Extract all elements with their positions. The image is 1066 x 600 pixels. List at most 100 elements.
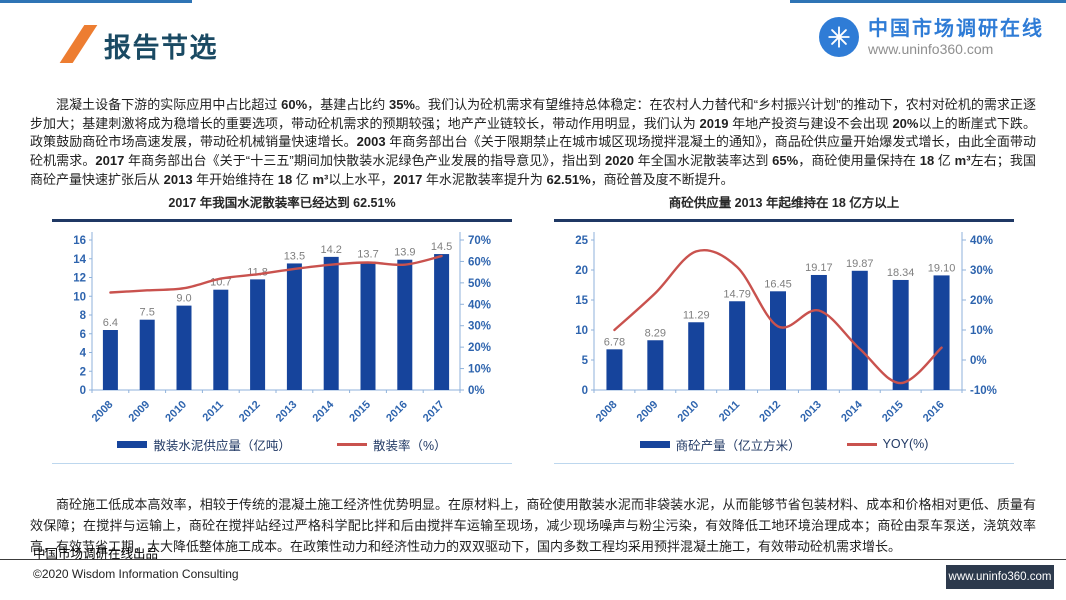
analysis-paragraph: 商砼施工低成本高效率，相较于传统的混凝土施工经济性优势明显。在原材料上，商砼使用… bbox=[30, 497, 1036, 554]
brand-block: 中国市场调研在线 www.uninfo360.com bbox=[819, 17, 1044, 57]
top-accent-bar-left bbox=[0, 0, 192, 3]
bars bbox=[102, 254, 450, 390]
svg-text:0%: 0% bbox=[468, 385, 485, 397]
svg-text:2009: 2009 bbox=[635, 399, 661, 425]
svg-text:19.10: 19.10 bbox=[928, 262, 956, 274]
svg-text:8.29: 8.29 bbox=[645, 327, 666, 339]
svg-text:14.2: 14.2 bbox=[320, 244, 341, 256]
svg-text:30%: 30% bbox=[468, 321, 491, 333]
legend-label: 散装率（%） bbox=[372, 438, 447, 453]
left-axis-labels: 0 5 10 15 20 25 bbox=[575, 235, 588, 397]
svg-text:2010: 2010 bbox=[163, 399, 189, 425]
svg-text:15: 15 bbox=[575, 295, 588, 307]
chart-legend: 散装水泥供应量（亿吨） 散装率（%） bbox=[52, 434, 512, 454]
svg-text:6.4: 6.4 bbox=[103, 317, 118, 329]
svg-text:30%: 30% bbox=[970, 265, 993, 277]
svg-text:16: 16 bbox=[73, 235, 86, 247]
svg-text:2008: 2008 bbox=[90, 399, 116, 425]
svg-text:2013: 2013 bbox=[798, 399, 824, 425]
legend-line-swatch bbox=[336, 442, 367, 446]
bar-value-labels: 6.47.59.010.711.813.514.2 13.7 13.9 14.5 bbox=[103, 241, 453, 329]
legend-item: 散装水泥供应量（亿吨） bbox=[117, 435, 291, 454]
svg-text:10%: 10% bbox=[970, 325, 993, 337]
right-axis-labels: 0% 10% 20% 30% 40% 50% 60% 70% bbox=[468, 235, 491, 397]
svg-text:60%: 60% bbox=[468, 256, 491, 268]
chart-bulk-cement: 2017 年我国水泥散装率已经达到 62.51% 0 2 4 6 8 10 12 14 16 0%… bbox=[52, 192, 512, 464]
svg-text:2014: 2014 bbox=[839, 398, 865, 424]
svg-text:10%: 10% bbox=[468, 364, 491, 376]
svg-text:40%: 40% bbox=[970, 235, 993, 247]
svg-text:2: 2 bbox=[80, 366, 86, 378]
svg-text:0: 0 bbox=[582, 385, 588, 397]
slash-accent-icon bbox=[59, 25, 98, 63]
legend-bar-swatch bbox=[117, 440, 148, 448]
svg-text:2012: 2012 bbox=[237, 399, 263, 425]
svg-text:2016: 2016 bbox=[384, 399, 410, 425]
concrete-output-combo-chart: 0 5 10 15 20 25 -10% 0% 10% 20% 30% 40% 6.78 8.29 11.2… bbox=[575, 232, 997, 424]
footer-site-link[interactable]: www.uninfo360.com bbox=[946, 565, 1054, 589]
svg-text:25: 25 bbox=[575, 235, 588, 247]
brand-logo bbox=[819, 17, 859, 57]
svg-text:19.87: 19.87 bbox=[846, 258, 874, 270]
trend-line bbox=[613, 249, 943, 385]
brand-name: 中国市场调研在线 bbox=[868, 18, 1044, 40]
footer-copyright: ©2020 Wisdom Information Consulting bbox=[33, 567, 239, 581]
svg-text:14.5: 14.5 bbox=[431, 241, 452, 253]
chart-title: 2017 年我国水泥散装率已经达到 62.51% bbox=[168, 196, 396, 210]
svg-text:4: 4 bbox=[80, 348, 87, 360]
svg-text:2010: 2010 bbox=[676, 399, 702, 425]
legend-label: YOY(%) bbox=[882, 437, 929, 451]
chart-top-rule bbox=[554, 219, 1014, 222]
legend-bar-swatch bbox=[639, 440, 670, 448]
left-axis-labels: 0 2 4 6 8 10 12 14 16 bbox=[73, 235, 86, 397]
legend-item: 商砼产量（亿立方米） bbox=[639, 435, 801, 454]
legend-label: 散装水泥供应量（亿吨） bbox=[153, 438, 291, 453]
svg-text:40%: 40% bbox=[468, 299, 491, 311]
svg-text:13.9: 13.9 bbox=[394, 247, 415, 259]
chart-top-rule bbox=[52, 219, 512, 222]
svg-text:13.5: 13.5 bbox=[284, 250, 305, 262]
chart-bottom-rule bbox=[554, 463, 1014, 464]
right-axis-labels: -10% 0% 10% 20% 30% 40% bbox=[970, 235, 997, 397]
legend-label: 商砼产量（亿立方米） bbox=[675, 438, 801, 453]
svg-text:12: 12 bbox=[73, 273, 86, 285]
svg-text:20%: 20% bbox=[468, 342, 491, 354]
svg-text:2011: 2011 bbox=[717, 399, 742, 424]
svg-text:20: 20 bbox=[575, 265, 588, 277]
svg-text:9.0: 9.0 bbox=[176, 293, 191, 305]
svg-text:19.17: 19.17 bbox=[805, 262, 833, 274]
bar-value-labels: 6.78 8.29 11.29 14.79 16.45 19.17 19.87 18.34 19… bbox=[604, 258, 956, 349]
svg-text:2015: 2015 bbox=[347, 399, 373, 425]
x-axis-labels: 2008 2009 2010 2011 2012 2013 2014 2015 2016 2017 bbox=[90, 398, 447, 424]
svg-text:2008: 2008 bbox=[594, 399, 620, 425]
svg-text:18.34: 18.34 bbox=[887, 267, 915, 279]
chart-legend: 商砼产量（亿立方米） YOY(%) bbox=[554, 434, 1014, 454]
svg-text:0: 0 bbox=[80, 385, 86, 397]
chart-title: 商砼供应量 2013 年起维持在 18 亿方以上 bbox=[668, 196, 900, 210]
bulk-cement-combo-chart: 0 2 4 6 8 10 12 14 16 0% 10% 20% 30% 40% 50% 60% 70% 6.4 7… bbox=[73, 232, 491, 424]
chart-bottom-rule bbox=[52, 463, 512, 464]
svg-text:13.7: 13.7 bbox=[357, 249, 378, 261]
x-axis-labels: 2008 2009 2010 2011 2012 2013 2014 2015 2016 bbox=[594, 398, 947, 424]
brand-url-link[interactable]: www.uninfo360.com bbox=[868, 41, 994, 57]
svg-text:14: 14 bbox=[73, 254, 86, 266]
chart-concrete-output: 商砼供应量 2013 年起维持在 18 亿方以上 0 5 10 15 20 25 -10% 0… bbox=[554, 192, 1014, 464]
svg-text:2017: 2017 bbox=[421, 399, 447, 425]
svg-text:11.29: 11.29 bbox=[683, 309, 710, 321]
svg-text:2009: 2009 bbox=[127, 399, 153, 425]
legend-item: 散装率（%） bbox=[336, 435, 447, 454]
svg-text:2011: 2011 bbox=[201, 399, 226, 424]
svg-text:6: 6 bbox=[80, 329, 86, 341]
svg-text:14.79: 14.79 bbox=[723, 288, 751, 300]
svg-text:6.78: 6.78 bbox=[604, 336, 625, 348]
intro-paragraph: 混凝土设备下游的实际应用中占比超过 60%，基建占比约 35%。我们认为砼机需求… bbox=[30, 97, 1036, 187]
legend-item: YOY(%) bbox=[846, 437, 929, 451]
svg-text:0%: 0% bbox=[970, 355, 987, 367]
svg-text:20%: 20% bbox=[970, 295, 993, 307]
svg-text:5: 5 bbox=[582, 355, 589, 367]
svg-text:16.45: 16.45 bbox=[764, 278, 792, 290]
snowflake-compass-icon bbox=[828, 26, 850, 48]
svg-text:10: 10 bbox=[575, 325, 588, 337]
svg-text:2016: 2016 bbox=[921, 399, 947, 425]
